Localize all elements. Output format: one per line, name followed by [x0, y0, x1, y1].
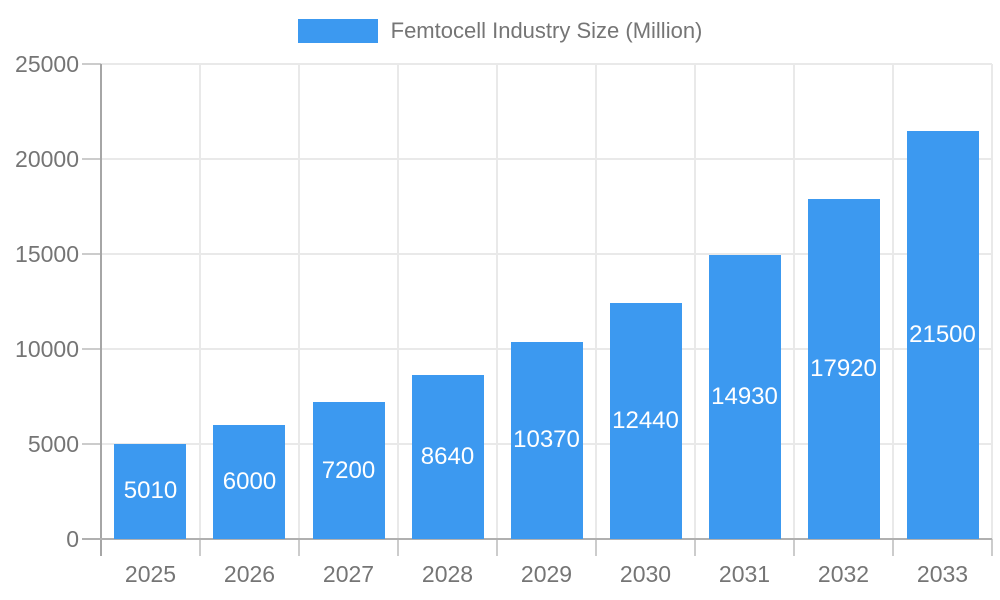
y-axis-tick: [82, 253, 101, 255]
x-tick-label: 2028: [421, 561, 474, 587]
x-axis-tick: [595, 539, 597, 556]
x-axis-line: [82, 538, 992, 540]
gridline-vertical: [991, 64, 993, 539]
y-axis-tick: [82, 158, 101, 160]
gridline-vertical: [495, 64, 498, 539]
bar-value-label: 5010: [123, 477, 178, 505]
bar-value-label: 6000: [222, 468, 277, 495]
bar-2026[interactable]: 6000: [213, 425, 286, 539]
y-axis-line: [100, 64, 102, 556]
gridline-vertical: [595, 64, 597, 539]
gridline-horizontal: [101, 63, 992, 65]
y-axis-tick: [82, 63, 101, 65]
x-tick-label: 2033: [916, 561, 969, 587]
x-axis-tick: [198, 539, 201, 556]
x-axis-tick: [991, 539, 993, 556]
y-tick-label: 0: [66, 526, 79, 552]
y-axis-tick: [82, 443, 101, 445]
gridline-vertical: [793, 64, 795, 539]
x-axis-tick: [297, 539, 300, 556]
bar-2027[interactable]: 7200: [312, 402, 385, 539]
bar-2030[interactable]: 12440: [609, 302, 682, 539]
x-axis-tick: [793, 539, 795, 556]
gridline-vertical: [693, 64, 696, 539]
gridline-horizontal: [101, 158, 992, 160]
bar-2029[interactable]: 10370: [510, 341, 583, 539]
legend: Femtocell Industry Size (Million): [0, 17, 1000, 45]
y-tick-label: 15000: [15, 241, 79, 267]
y-tick-label: 5000: [27, 431, 79, 457]
plot-area: 5010 6000 7200 8640 10370 12440 14930 17920 2150…: [82, 63, 993, 556]
x-tick-label: 2032: [817, 561, 870, 587]
bar-value-label: 17920: [810, 354, 877, 382]
y-tick-label: 20000: [15, 146, 79, 172]
legend-label[interactable]: Femtocell Industry Size (Million): [390, 18, 703, 43]
legend-swatch[interactable]: [297, 19, 378, 43]
x-tick-label: 2031: [718, 561, 771, 587]
bar-value-label: 7200: [321, 456, 376, 484]
x-tick-label: 2030: [619, 561, 672, 587]
gridline-vertical: [891, 64, 894, 539]
x-axis-tick: [495, 539, 498, 556]
y-axis-tick: [82, 348, 101, 350]
gridline-vertical: [198, 64, 201, 539]
bar-value-label: 10370: [513, 426, 580, 454]
x-axis-tick: [396, 539, 399, 556]
y-tick-label: 25000: [15, 51, 79, 77]
bar-value-label: 12440: [612, 406, 679, 434]
gridline-vertical: [297, 64, 300, 539]
x-tick-label: 2026: [223, 561, 276, 587]
bar-2033[interactable]: 21500: [906, 130, 979, 539]
bar-value-label: 8640: [420, 442, 475, 470]
bar-value-label: 14930: [711, 383, 778, 411]
gridline-vertical: [396, 64, 399, 539]
x-tick-label: 2025: [124, 561, 177, 587]
y-tick-label: 10000: [15, 336, 79, 362]
gridline-horizontal: [101, 253, 992, 255]
bar-2032[interactable]: 17920: [807, 198, 880, 539]
x-tick-label: 2029: [520, 561, 573, 587]
bar-2025[interactable]: 5010: [114, 443, 187, 539]
bar-2028[interactable]: 8640: [411, 374, 484, 539]
x-tick-label: 2027: [322, 561, 375, 587]
x-axis-tick: [891, 539, 894, 556]
bar-value-label: 21500: [909, 320, 976, 348]
bar-2031[interactable]: 14930: [708, 255, 781, 539]
x-axis-tick: [693, 539, 696, 556]
